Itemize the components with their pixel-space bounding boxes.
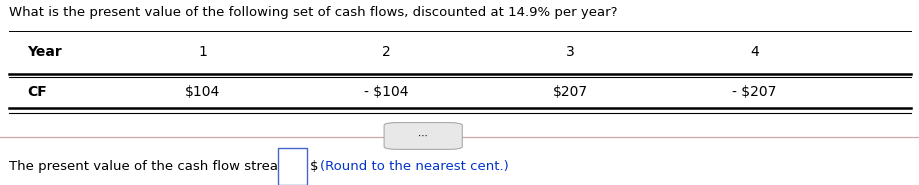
Text: The present value of the cash flow stream is $: The present value of the cash flow strea…	[9, 160, 318, 173]
Text: ⋯: ⋯	[418, 131, 427, 141]
Text: CF: CF	[28, 85, 47, 100]
Text: (Round to the nearest cent.): (Round to the nearest cent.)	[320, 160, 508, 173]
Text: $207: $207	[552, 85, 587, 100]
Text: 2: 2	[381, 45, 391, 59]
Text: - $104: - $104	[364, 85, 408, 100]
FancyBboxPatch shape	[384, 122, 461, 149]
FancyBboxPatch shape	[278, 148, 307, 185]
Text: 4: 4	[749, 45, 758, 59]
Text: .: .	[311, 160, 314, 173]
Text: What is the present value of the following set of cash flows, discounted at 14.9: What is the present value of the followi…	[9, 6, 617, 18]
Text: 1: 1	[198, 45, 207, 59]
Text: - $207: - $207	[732, 85, 776, 100]
Text: 3: 3	[565, 45, 574, 59]
Text: $104: $104	[185, 85, 220, 100]
Text: Year: Year	[28, 45, 62, 59]
